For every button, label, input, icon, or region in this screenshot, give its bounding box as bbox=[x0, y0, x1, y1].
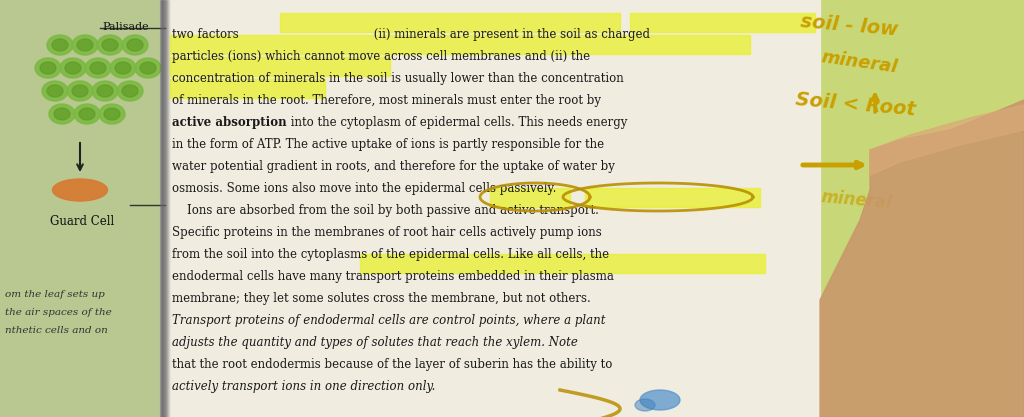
Ellipse shape bbox=[117, 81, 143, 101]
Ellipse shape bbox=[122, 85, 138, 97]
Bar bbox=[165, 0, 167, 417]
Text: Palisade: Palisade bbox=[102, 22, 148, 32]
Bar bbox=[170, 35, 750, 54]
Text: adjusts the quantity and types of solutes that reach the xylem. Note: adjusts the quantity and types of solute… bbox=[172, 336, 578, 349]
Text: in the form of ATP. The active uptake of ions is partly responsible for the: in the form of ATP. The active uptake of… bbox=[172, 138, 604, 151]
Bar bbox=[170, 79, 325, 98]
Ellipse shape bbox=[65, 62, 81, 74]
Text: of minerals in the root. Therefore, most minerals must enter the root by: of minerals in the root. Therefore, most… bbox=[172, 94, 601, 107]
Text: the air spaces of the: the air spaces of the bbox=[5, 308, 112, 317]
Bar bbox=[790, 0, 1024, 417]
Bar bbox=[167, 0, 169, 417]
Polygon shape bbox=[820, 100, 1024, 417]
Text: active absorption: active absorption bbox=[172, 116, 287, 129]
Ellipse shape bbox=[47, 35, 73, 55]
Text: concentration of minerals in the soil is usually lower than the concentration: concentration of minerals in the soil is… bbox=[172, 72, 624, 85]
Ellipse shape bbox=[72, 35, 98, 55]
Ellipse shape bbox=[77, 39, 93, 51]
Bar bbox=[166, 0, 168, 417]
Bar bbox=[160, 0, 162, 417]
Text: osmosis. Some ions also move into the epidermal cells passively.: osmosis. Some ions also move into the ep… bbox=[172, 182, 556, 195]
Text: mineral: mineral bbox=[820, 188, 893, 212]
Ellipse shape bbox=[135, 58, 161, 78]
Ellipse shape bbox=[127, 39, 143, 51]
Text: mineral: mineral bbox=[820, 48, 899, 77]
Ellipse shape bbox=[67, 81, 93, 101]
Ellipse shape bbox=[54, 108, 70, 120]
Ellipse shape bbox=[635, 399, 655, 411]
Text: water potential gradient in roots, and therefore for the uptake of water by: water potential gradient in roots, and t… bbox=[172, 160, 614, 173]
Text: into the cytoplasm of epidermal cells. This needs energy: into the cytoplasm of epidermal cells. T… bbox=[287, 116, 628, 129]
Ellipse shape bbox=[102, 39, 118, 51]
Bar bbox=[162, 0, 164, 417]
Ellipse shape bbox=[640, 390, 680, 410]
Text: om the leaf sets up: om the leaf sets up bbox=[5, 290, 104, 299]
Text: that the root endodermis because of the layer of suberin has the ability to: that the root endodermis because of the … bbox=[172, 358, 612, 371]
Text: endodermal cells have many transport proteins embedded in their plasma: endodermal cells have many transport pro… bbox=[172, 270, 613, 283]
Bar bbox=[630, 13, 815, 32]
Bar bbox=[280, 13, 620, 32]
Text: Guard Cell: Guard Cell bbox=[50, 215, 115, 228]
Bar bbox=[585, 188, 760, 207]
Ellipse shape bbox=[35, 58, 61, 78]
Bar bbox=[360, 254, 765, 273]
Bar bbox=[164, 0, 166, 417]
Ellipse shape bbox=[74, 104, 100, 124]
Ellipse shape bbox=[104, 108, 120, 120]
Text: Soil < Root: Soil < Root bbox=[795, 90, 916, 119]
Text: Ions are absorbed from the soil by both passive and active transport.: Ions are absorbed from the soil by both … bbox=[172, 204, 599, 217]
Bar bbox=[0, 0, 165, 417]
Ellipse shape bbox=[47, 85, 63, 97]
Polygon shape bbox=[870, 105, 1024, 175]
Text: two factors                                    (ii) minerals are present in the : two factors (ii) minerals are present in… bbox=[172, 28, 650, 41]
Text: Specific proteins in the membranes of root hair cells actively pump ions: Specific proteins in the membranes of ro… bbox=[172, 226, 602, 239]
Ellipse shape bbox=[122, 35, 148, 55]
Ellipse shape bbox=[97, 85, 113, 97]
Bar bbox=[161, 0, 163, 417]
Text: from the soil into the cytoplasms of the epidermal cells. Like all cells, the: from the soil into the cytoplasms of the… bbox=[172, 248, 609, 261]
Text: membrane; they let some solutes cross the membrane, but not others.: membrane; they let some solutes cross th… bbox=[172, 292, 591, 305]
Ellipse shape bbox=[49, 104, 75, 124]
Bar bbox=[163, 0, 165, 417]
Ellipse shape bbox=[90, 62, 106, 74]
Ellipse shape bbox=[79, 108, 95, 120]
Polygon shape bbox=[160, 0, 820, 417]
Text: actively transport ions in one direction only.: actively transport ions in one direction… bbox=[172, 380, 435, 393]
Ellipse shape bbox=[115, 62, 131, 74]
Bar bbox=[170, 57, 390, 76]
Text: soil - low: soil - low bbox=[800, 12, 899, 40]
Text: particles (ions) which cannot move across cell membranes and (ii) the: particles (ions) which cannot move acros… bbox=[172, 50, 590, 63]
Text: nthetic cells and on: nthetic cells and on bbox=[5, 326, 108, 335]
Ellipse shape bbox=[140, 62, 156, 74]
Ellipse shape bbox=[52, 179, 108, 201]
Bar bbox=[490, 188, 570, 207]
Text: Transport proteins of endodermal cells are control points, where a plant: Transport proteins of endodermal cells a… bbox=[172, 314, 605, 327]
Ellipse shape bbox=[97, 35, 123, 55]
Ellipse shape bbox=[52, 39, 68, 51]
Ellipse shape bbox=[85, 58, 111, 78]
Ellipse shape bbox=[110, 58, 136, 78]
Ellipse shape bbox=[92, 81, 118, 101]
Ellipse shape bbox=[99, 104, 125, 124]
Ellipse shape bbox=[42, 81, 68, 101]
Ellipse shape bbox=[40, 62, 56, 74]
Ellipse shape bbox=[72, 85, 88, 97]
Ellipse shape bbox=[60, 58, 86, 78]
